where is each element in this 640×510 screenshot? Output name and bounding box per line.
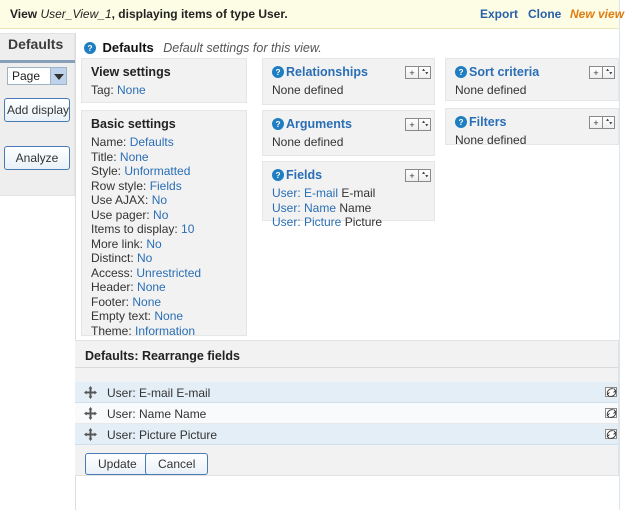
svg-text:?: ? (87, 44, 92, 53)
svg-text:?: ? (275, 120, 280, 129)
svg-text:?: ? (275, 171, 280, 180)
svg-text:?: ? (458, 68, 463, 77)
svg-text:?: ? (458, 118, 463, 127)
svg-text:?: ? (275, 68, 280, 77)
